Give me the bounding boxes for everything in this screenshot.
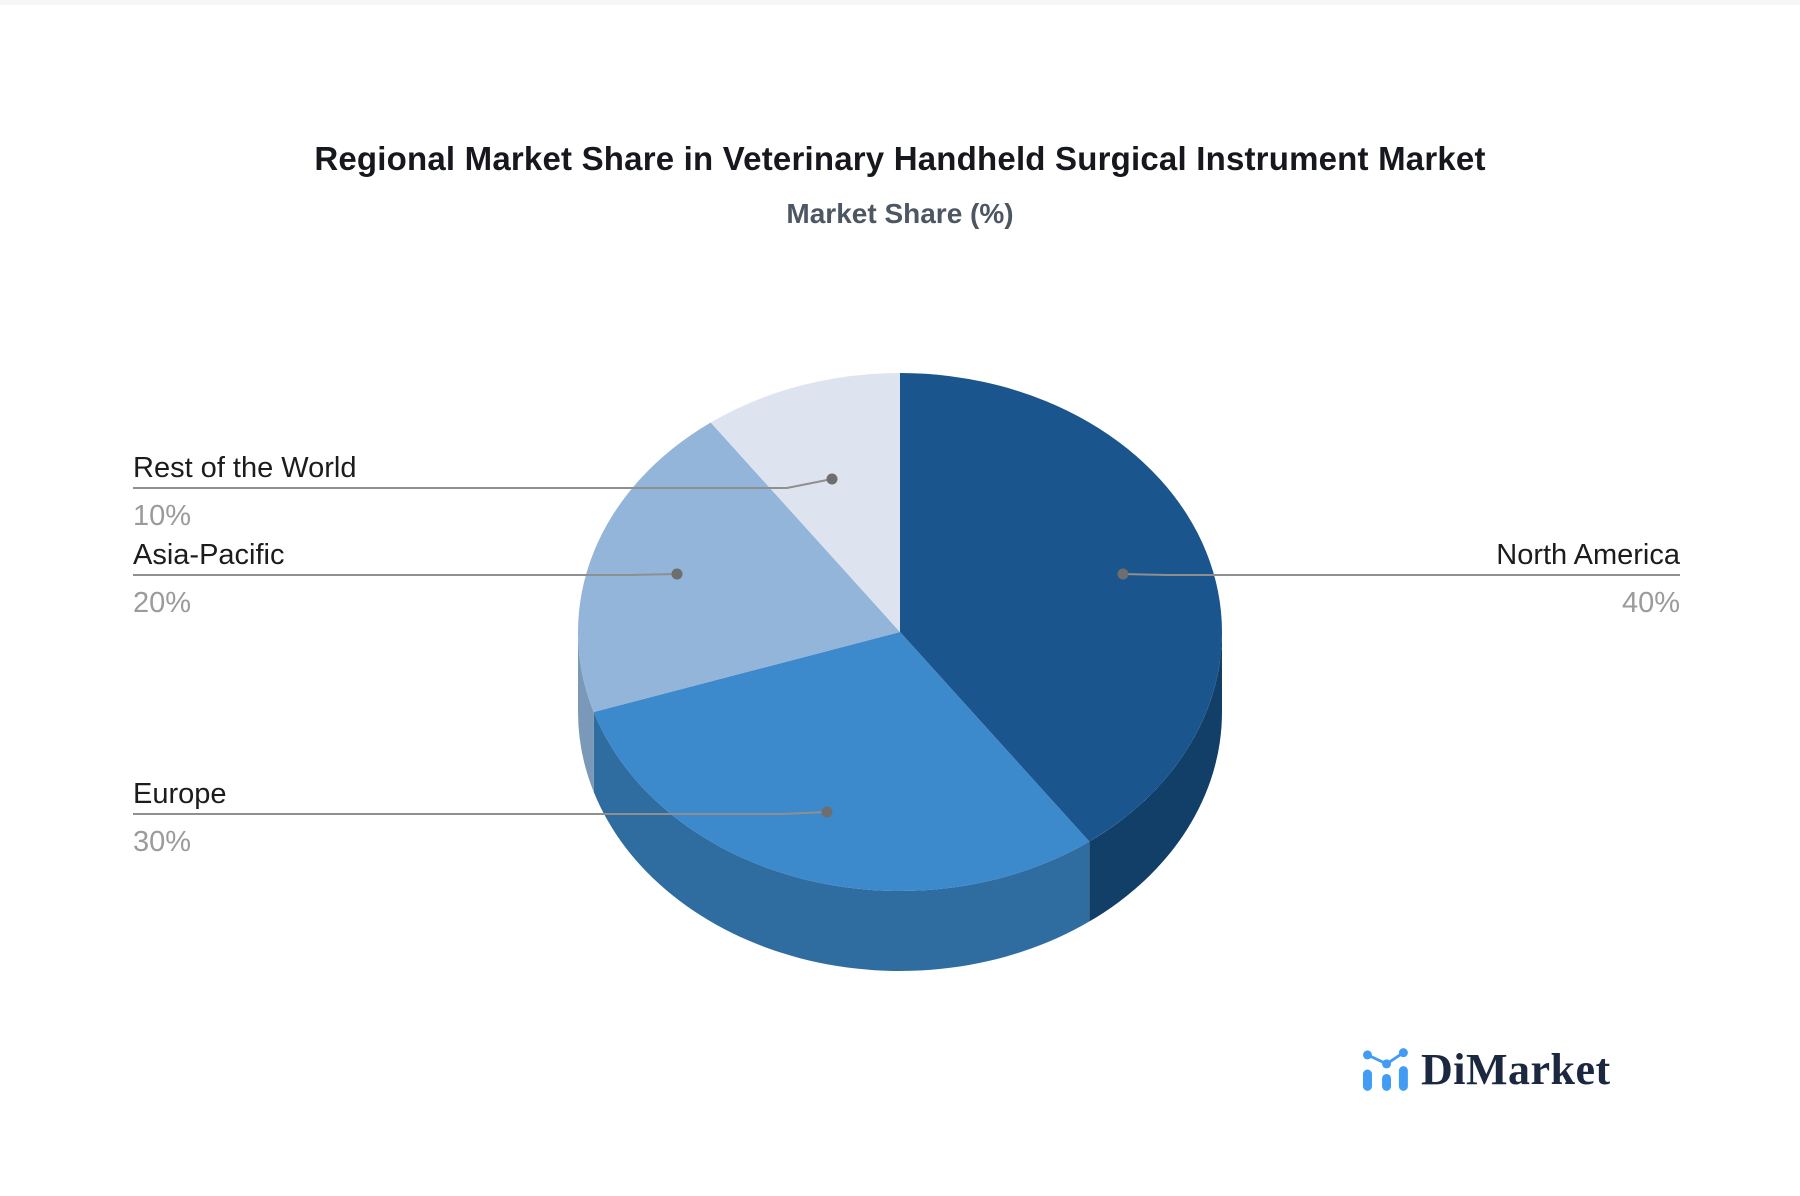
label-connector-line bbox=[1122, 573, 1680, 576]
pie-slice bbox=[900, 373, 1222, 842]
slice-value: 10% bbox=[133, 500, 192, 532]
pie-slice bbox=[578, 422, 900, 713]
slice-value: 40% bbox=[1621, 587, 1680, 619]
slice-value: 20% bbox=[133, 587, 192, 619]
slice-label-rest-of-the-world: Rest of the World 10% bbox=[133, 451, 357, 533]
page-top-border bbox=[0, 0, 1800, 5]
pie-slice-side bbox=[1089, 632, 1222, 922]
pie-slice-side bbox=[578, 632, 594, 793]
chart-subtitle: Market Share (%) bbox=[786, 198, 1014, 229]
label-connector-line bbox=[133, 573, 678, 576]
label-connector-dot bbox=[821, 806, 833, 818]
slice-name: Rest of the World bbox=[133, 452, 357, 484]
logo-text: DiMarket bbox=[1421, 1044, 1611, 1094]
slice-label-europe: Europe 30% bbox=[133, 777, 227, 859]
pie-slice bbox=[710, 373, 900, 632]
label-connector-dot bbox=[1117, 568, 1129, 580]
pie-slice-side bbox=[593, 712, 1090, 971]
slice-name: Asia-Pacific bbox=[133, 539, 285, 571]
label-connector-dot bbox=[826, 473, 838, 485]
slice-name: North America bbox=[1496, 539, 1680, 571]
label-connector-line bbox=[133, 478, 833, 489]
bar-line-chart-icon bbox=[1363, 1047, 1408, 1091]
slice-value: 30% bbox=[133, 826, 192, 858]
slice-label-north-america: North America 40% bbox=[1496, 538, 1680, 620]
dimarket-logo: DiMarket bbox=[1363, 1040, 1611, 1098]
label-connector-dot bbox=[671, 568, 683, 580]
chart-title: Regional Market Share in Veterinary Hand… bbox=[314, 140, 1486, 177]
pie-slice bbox=[593, 632, 1090, 891]
slice-label-asia-pacific: Asia-Pacific 20% bbox=[133, 538, 285, 620]
slice-name: Europe bbox=[133, 778, 227, 810]
label-connector-line bbox=[133, 811, 828, 815]
